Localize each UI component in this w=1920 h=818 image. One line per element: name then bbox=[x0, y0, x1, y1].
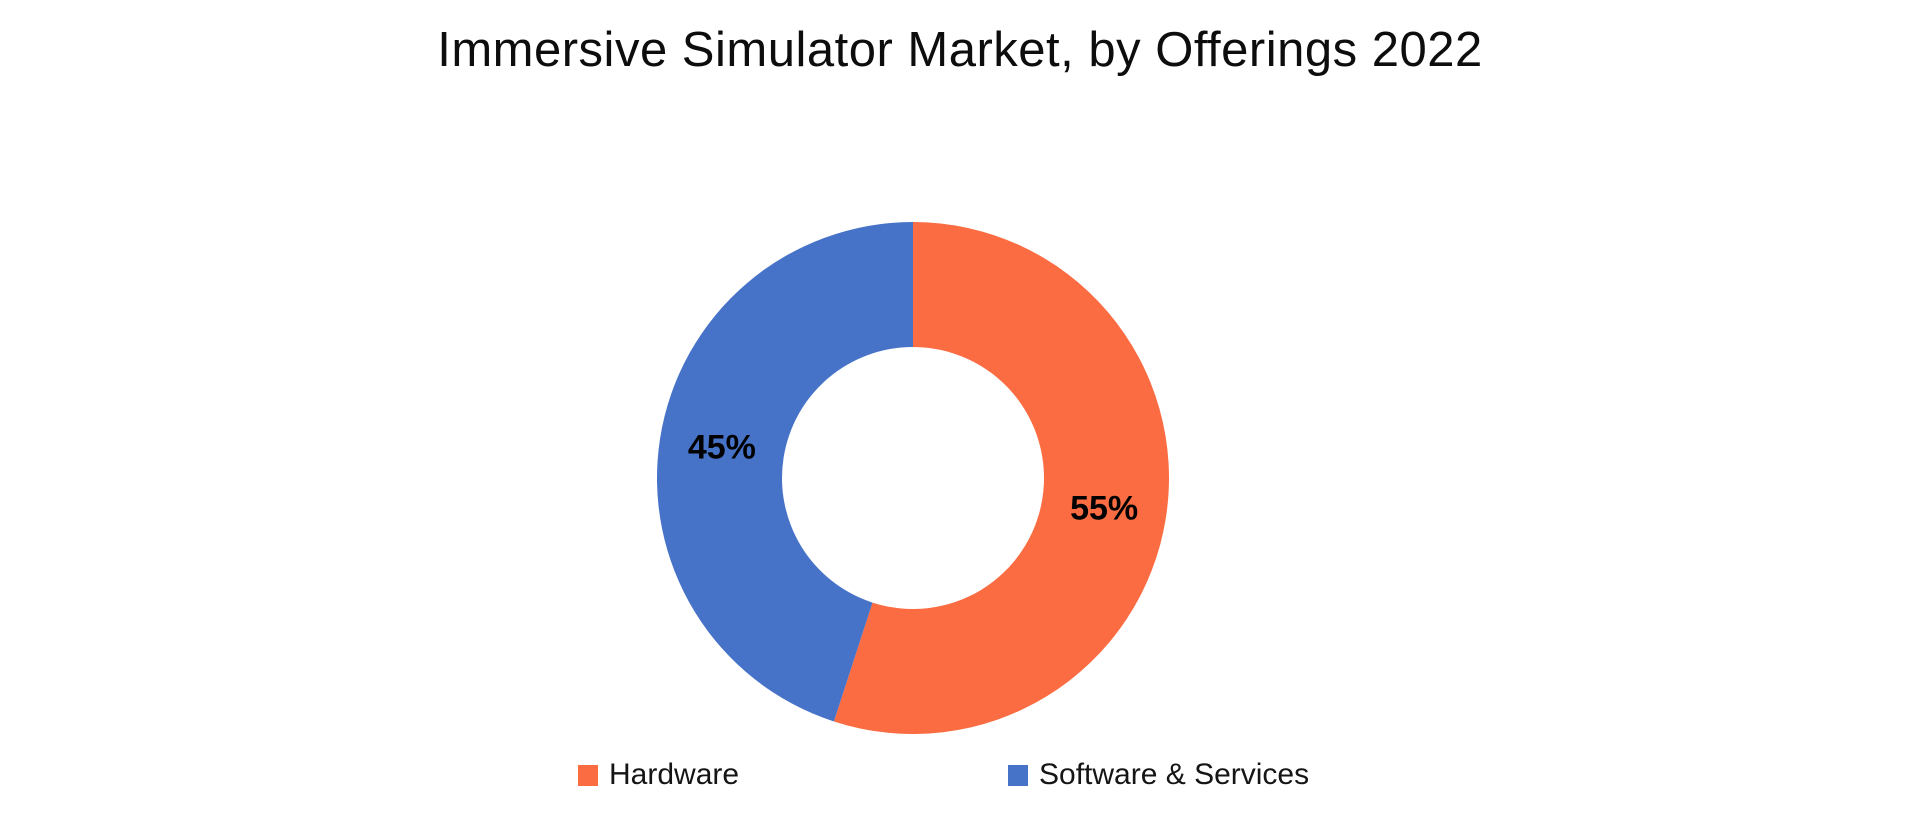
chart-legend: Hardware Software & Services bbox=[0, 760, 1920, 794]
legend-item-hardware: Hardware bbox=[578, 760, 739, 790]
legend-item-software-services: Software & Services bbox=[1008, 760, 1309, 790]
data-label-hardware: 55% bbox=[1070, 489, 1138, 527]
chart-title: Immersive Simulator Market, by Offerings… bbox=[437, 23, 1483, 77]
data-label-software-services: 45% bbox=[688, 429, 756, 467]
legend-label-software-services: Software & Services bbox=[1039, 758, 1310, 791]
legend-swatch-hardware bbox=[578, 764, 598, 786]
pie-slice-software-services bbox=[656, 222, 913, 722]
legend-swatch-software-services bbox=[1008, 764, 1028, 786]
legend-label-hardware: Hardware bbox=[609, 758, 740, 791]
pie-slice-hardware bbox=[833, 222, 1169, 734]
